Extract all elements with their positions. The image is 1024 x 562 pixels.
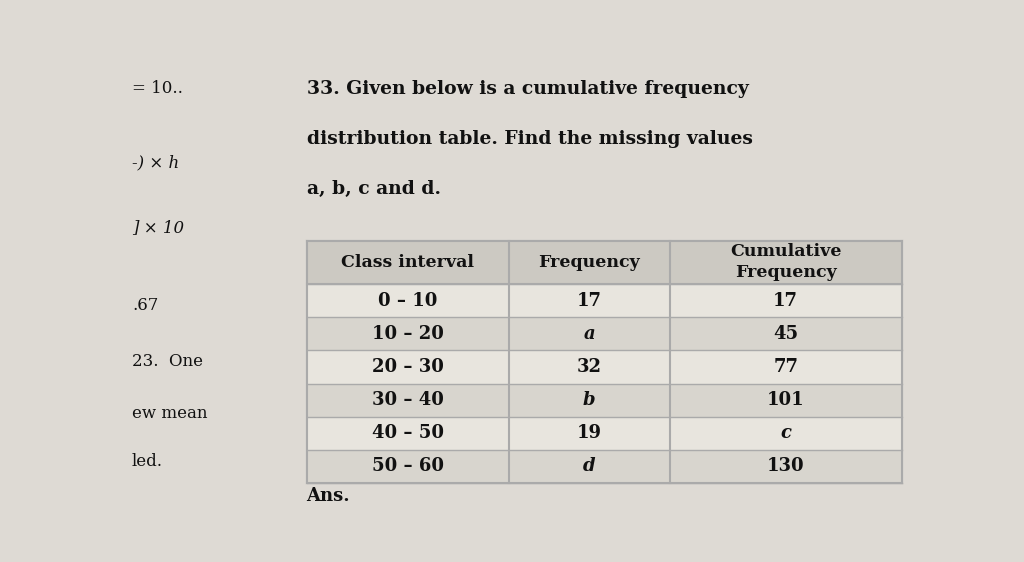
Text: 17: 17: [773, 292, 798, 310]
Text: 10 – 20: 10 – 20: [372, 325, 443, 343]
Text: distribution table. Find the missing values: distribution table. Find the missing val…: [306, 130, 753, 148]
Text: ] × 10: ] × 10: [132, 219, 184, 236]
Text: 50 – 60: 50 – 60: [372, 457, 443, 475]
Text: Cumulative
Frequency: Cumulative Frequency: [730, 243, 842, 282]
Bar: [306, 241, 902, 284]
Text: a: a: [584, 325, 595, 343]
Text: 45: 45: [773, 325, 799, 343]
Text: 77: 77: [773, 358, 798, 376]
Text: d: d: [583, 457, 596, 475]
Text: 33. Given below is a cumulative frequency: 33. Given below is a cumulative frequenc…: [306, 80, 749, 98]
Bar: [306, 416, 902, 450]
Text: .67: .67: [132, 297, 159, 314]
Text: Frequency: Frequency: [539, 254, 640, 271]
Bar: [306, 350, 902, 383]
Bar: [306, 450, 902, 483]
Text: 0 – 10: 0 – 10: [378, 292, 437, 310]
Text: = 10..: = 10..: [132, 80, 183, 97]
Bar: [306, 241, 902, 483]
Text: 101: 101: [767, 391, 805, 409]
Text: Class interval: Class interval: [341, 254, 474, 271]
Text: b: b: [583, 391, 596, 409]
Text: 30 – 40: 30 – 40: [372, 391, 443, 409]
Text: led.: led.: [132, 452, 163, 470]
Text: a, b, c and d.: a, b, c and d.: [306, 180, 440, 198]
Text: 40 – 50: 40 – 50: [372, 424, 443, 442]
Text: 20 – 30: 20 – 30: [372, 358, 443, 376]
Text: 17: 17: [577, 292, 602, 310]
Text: c: c: [780, 424, 792, 442]
Bar: [306, 318, 902, 350]
Text: -) × h: -) × h: [132, 154, 179, 171]
Bar: [306, 284, 902, 318]
Text: 130: 130: [767, 457, 805, 475]
Text: 19: 19: [577, 424, 602, 442]
Bar: [306, 383, 902, 416]
Text: 23.  One: 23. One: [132, 353, 203, 370]
Text: ew mean: ew mean: [132, 405, 208, 422]
Text: Ans.: Ans.: [306, 487, 350, 505]
Text: 32: 32: [577, 358, 602, 376]
